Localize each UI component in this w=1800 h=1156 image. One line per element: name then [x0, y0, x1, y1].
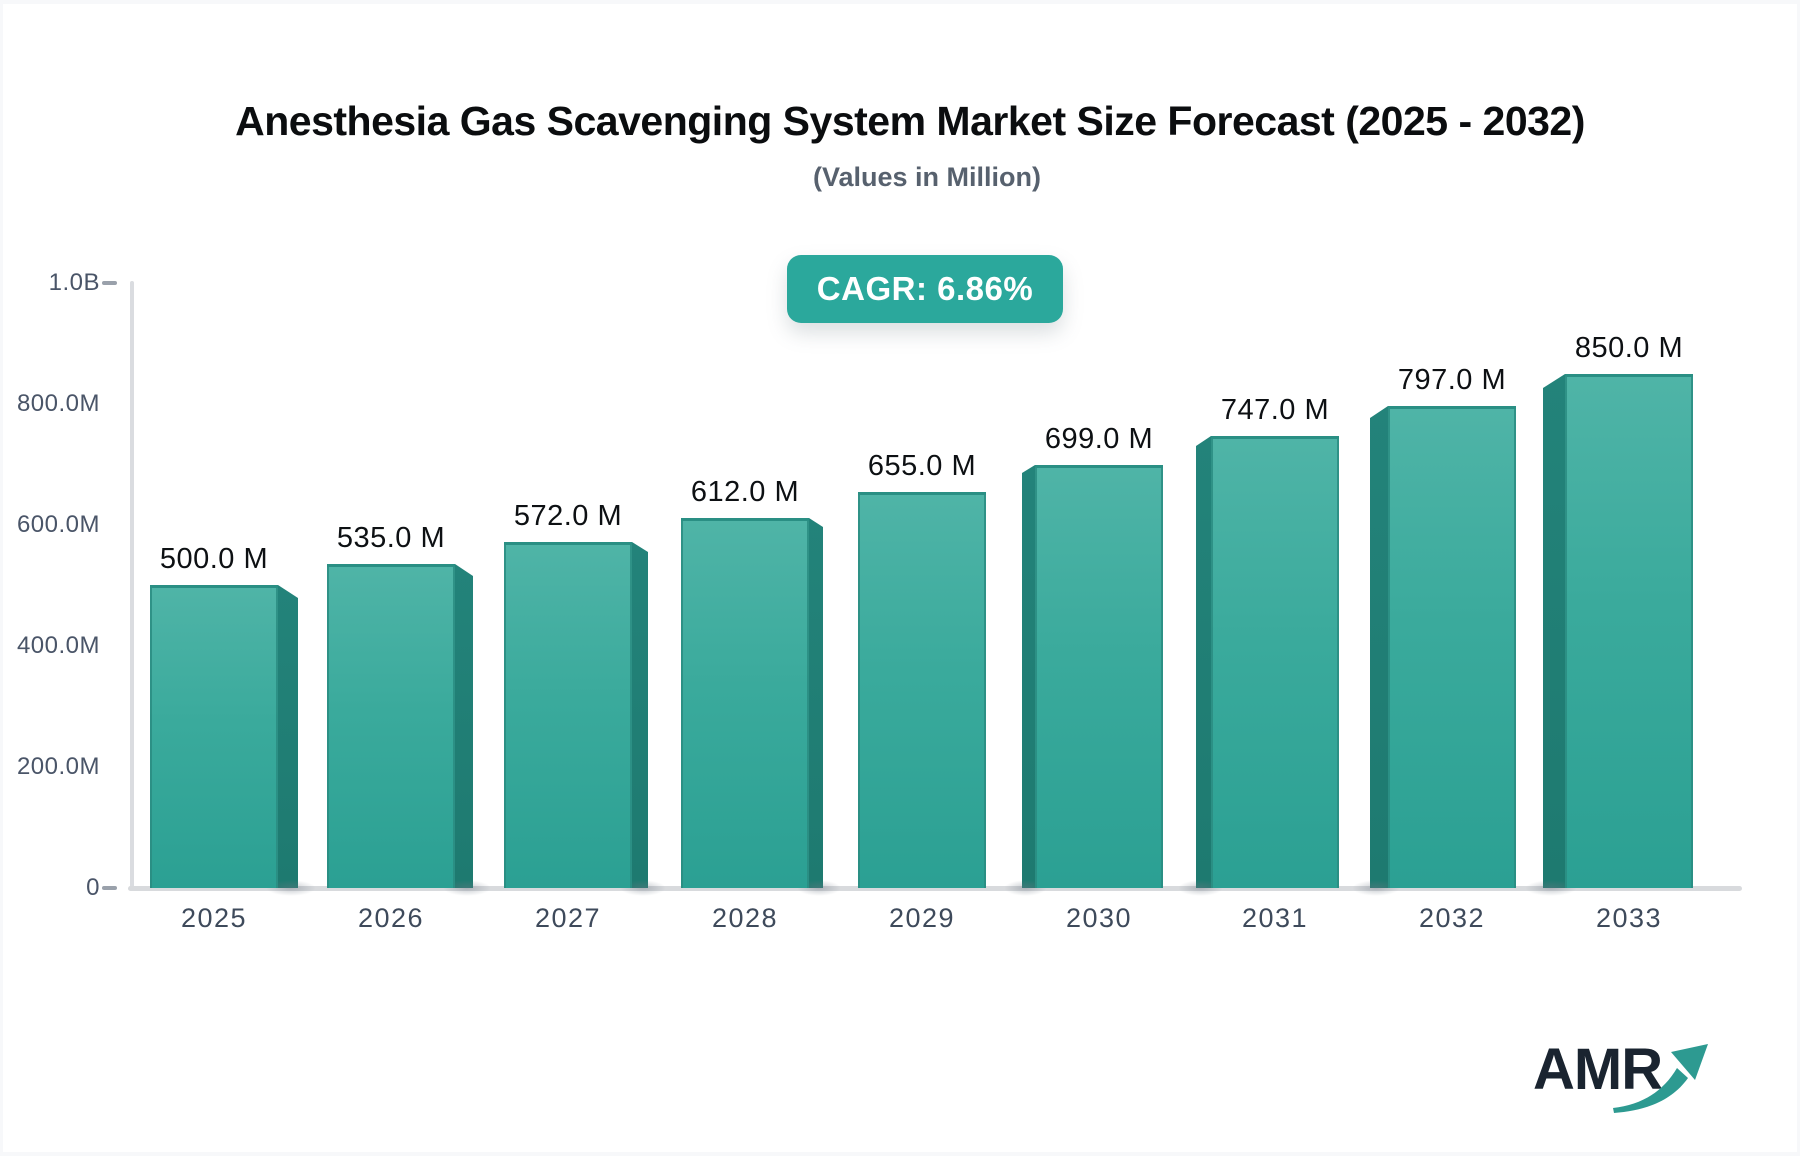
bar-value-label-2028: 612.0 M: [690, 476, 800, 508]
bar-side-2031: [1196, 436, 1211, 888]
y-tick-label: 800.0M: [16, 390, 100, 417]
bar-2030[interactable]: [1035, 465, 1163, 888]
y-tick-label: 0: [86, 874, 100, 901]
bar-value-label-2031: 747.0 M: [1220, 394, 1330, 426]
x-axis-label-2029: 2029: [888, 903, 956, 933]
y-tick-label: 600.0M: [16, 511, 100, 538]
bar-2027[interactable]: [504, 542, 632, 888]
bar-value-label-2027: 572.0 M: [513, 500, 623, 532]
amr-logo: AMR: [1533, 1036, 1723, 1126]
x-axis-label-2026: 2026: [357, 903, 425, 933]
bar-2033[interactable]: [1565, 374, 1693, 888]
x-axis-label-2027: 2027: [534, 903, 602, 933]
x-axis-label-2028: 2028: [711, 903, 779, 933]
y-tick-label: 1.0B: [48, 269, 100, 296]
page-edge-bottom: [0, 1152, 1800, 1156]
y-axis-line: [130, 281, 134, 888]
bar-side-2026: [455, 564, 473, 888]
y-tick-label: 200.0M: [16, 753, 100, 780]
bar-side-2025: [278, 585, 298, 888]
page-edge-left: [0, 0, 3, 1156]
bar-side-2032: [1370, 406, 1388, 888]
amr-logo-text: AMR: [1533, 1037, 1663, 1102]
bar-side-2028: [809, 518, 823, 888]
bar-value-label-2033: 850.0 M: [1574, 332, 1684, 364]
bar-bottom-shadow: [266, 880, 316, 896]
bar-2031[interactable]: [1211, 436, 1339, 888]
y-tick-label: 400.0M: [16, 632, 100, 659]
bar-bottom-shadow: [443, 880, 491, 896]
y-tick-dash: [102, 886, 117, 890]
bar-side-2027: [632, 542, 648, 888]
bar-side-2030: [1022, 465, 1035, 888]
bar-2029[interactable]: [858, 492, 986, 888]
page-edge-top: [0, 0, 1800, 4]
x-axis-line: [128, 886, 1742, 891]
bar-value-label-2025: 500.0 M: [159, 543, 269, 575]
bar-value-label-2032: 797.0 M: [1397, 364, 1507, 396]
bar-side-2033: [1543, 374, 1565, 888]
bar-bottom-shadow: [1525, 880, 1577, 896]
x-axis-label-2025: 2025: [180, 903, 248, 933]
bar-2032[interactable]: [1388, 406, 1516, 888]
bar-2026[interactable]: [327, 564, 455, 888]
bar-2028[interactable]: [681, 518, 809, 888]
bar-value-label-2030: 699.0 M: [1044, 423, 1154, 455]
x-axis-label-2033: 2033: [1595, 903, 1663, 933]
growth-arrow-icon: [1613, 1044, 1708, 1113]
y-tick-dash: [102, 281, 117, 285]
x-axis-label-2031: 2031: [1241, 903, 1309, 933]
bar-value-label-2026: 535.0 M: [336, 522, 446, 554]
bar-2025[interactable]: [150, 585, 278, 888]
cagr-badge: CAGR: 6.86%: [787, 255, 1063, 323]
page-edge-right: [1797, 0, 1800, 1156]
x-axis-label-2030: 2030: [1065, 903, 1133, 933]
x-axis-label-2032: 2032: [1418, 903, 1486, 933]
page-subtitle: (Values in Million): [812, 162, 1042, 192]
page-title: Anesthesia Gas Scavenging System Market …: [235, 98, 1585, 144]
bar-value-label-2029: 655.0 M: [867, 450, 977, 482]
